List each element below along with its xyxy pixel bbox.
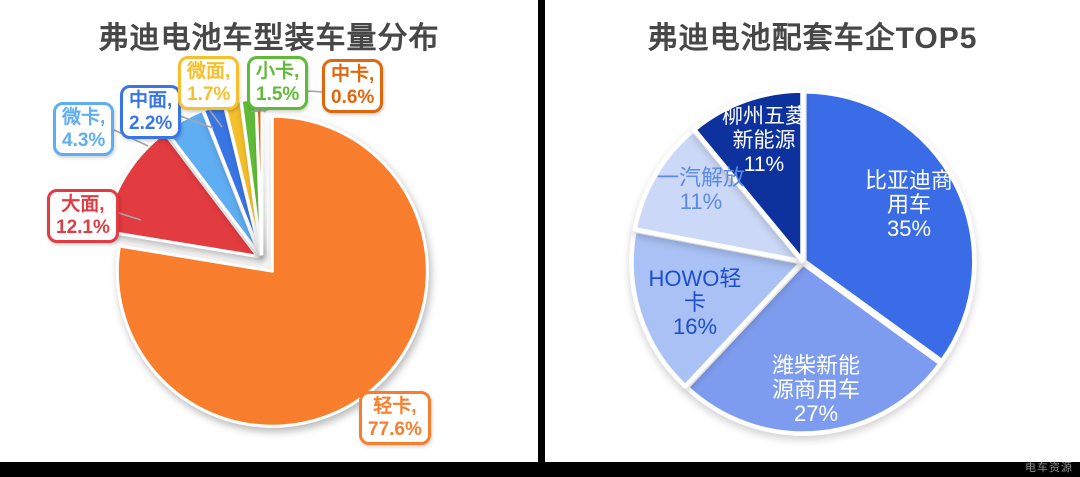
leader-line-damian: [118, 212, 142, 221]
leader-line-zhongmian: [179, 115, 214, 129]
vehicle-type-chart-panel: 弗迪电池车型装车量分布 轻卡, 77.6% 大面, 12.1% 微卡, 4.3%…: [0, 0, 538, 462]
callout-zhongmian: 中面, 2.2%: [120, 85, 182, 139]
pie-slice-2: [629, 228, 804, 389]
callout-weika: 微卡, 4.3%: [53, 102, 115, 156]
pie-slice-0: [115, 114, 429, 428]
pie-slice-0: [802, 89, 977, 364]
top5-customers-chart-panel: 弗迪电池配套车企TOP5 比亚迪商 用车 35% 潍柴新能 源商用车 27% H…: [545, 0, 1080, 462]
pie-slices-group: [629, 88, 977, 436]
label-howo-light-truck: HOWO轻 卡 16%: [648, 266, 742, 339]
pie-slice-1: [684, 261, 943, 436]
callout-zhongka: 中卡, 0.6%: [322, 59, 384, 113]
callout-damian: 大面, 12.1%: [47, 189, 119, 243]
pie-slices-group: [103, 97, 429, 428]
bottom-black-bar: [0, 462, 1080, 477]
label-liuzhou-wuling: 柳州五菱 新能源 11%: [722, 105, 806, 176]
left-chart-title: 弗迪电池车型装车量分布: [98, 22, 440, 55]
pie-slice-4: [691, 88, 805, 263]
label-weichai: 潍柴新能 源商用车 27%: [771, 353, 860, 426]
callout-qingka: 轻卡, 77.6%: [359, 391, 431, 445]
label-byd-commercial: 比亚迪商 用车 35%: [864, 168, 953, 241]
pie-slice-3: [632, 128, 804, 264]
callout-weimian: 微面, 1.7%: [178, 56, 240, 110]
callout-xiaoka: 小卡, 1.5%: [247, 56, 309, 110]
watermark: 电车资源: [1025, 462, 1073, 474]
right-chart-title: 弗迪电池配套车企TOP5: [647, 22, 978, 55]
vertical-divider: [538, 0, 545, 477]
label-faw-jiefang: 一汽解放 11%: [656, 165, 745, 214]
top5-customers-pie-chart: [629, 88, 977, 436]
